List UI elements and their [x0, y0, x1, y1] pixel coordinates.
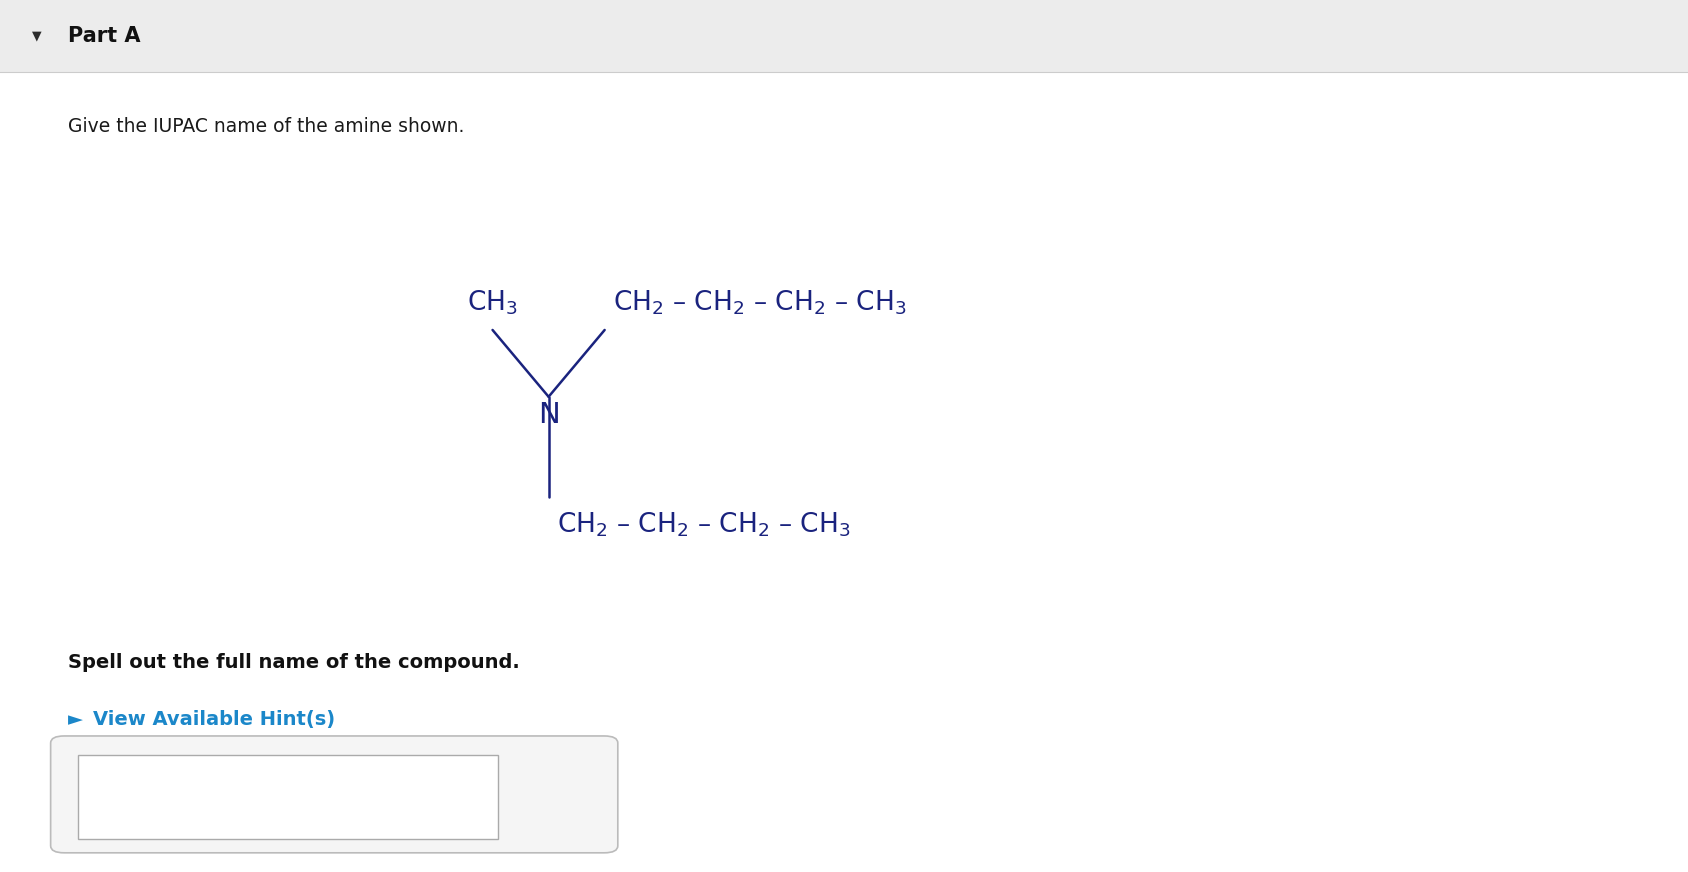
Text: ►: ► [68, 710, 96, 729]
Text: CH$_2$ – CH$_2$ – CH$_2$ – CH$_3$: CH$_2$ – CH$_2$ – CH$_2$ – CH$_3$ [613, 289, 906, 317]
Text: CH$_3$: CH$_3$ [468, 289, 518, 317]
Text: Spell out the full name of the compound.: Spell out the full name of the compound. [68, 653, 520, 672]
Text: Give the IUPAC name of the amine shown.: Give the IUPAC name of the amine shown. [68, 117, 464, 136]
FancyBboxPatch shape [51, 736, 618, 853]
Text: ▼: ▼ [32, 30, 42, 42]
Text: Part A: Part A [68, 26, 140, 45]
Text: N: N [538, 401, 559, 429]
Text: View Available Hint(s): View Available Hint(s) [93, 710, 334, 729]
Bar [0, 0, 1688, 72]
Text: CH$_2$ – CH$_2$ – CH$_2$ – CH$_3$: CH$_2$ – CH$_2$ – CH$_2$ – CH$_3$ [557, 510, 851, 539]
FancyBboxPatch shape [78, 755, 498, 839]
